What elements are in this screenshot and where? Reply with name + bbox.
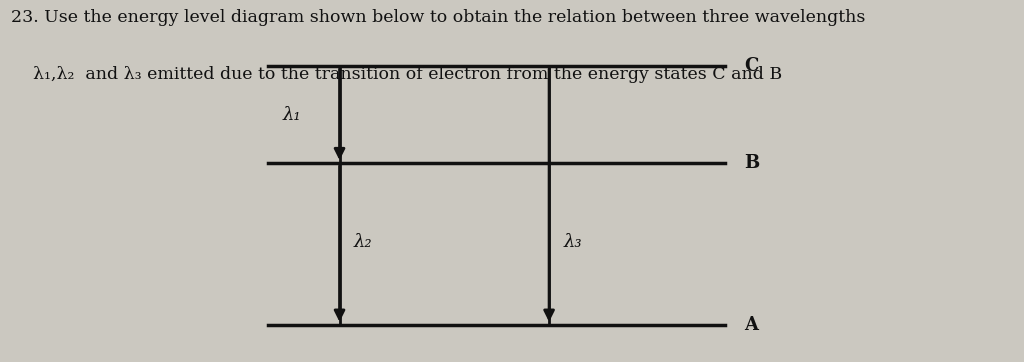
Text: 23. Use the energy level diagram shown below to obtain the relation between thre: 23. Use the energy level diagram shown b… — [11, 9, 865, 26]
Text: A: A — [744, 316, 759, 334]
Text: λ₁: λ₁ — [283, 106, 301, 123]
Text: λ₁,λ₂  and λ₃ emitted due to the transition of electron from the energy states C: λ₁,λ₂ and λ₃ emitted due to the transiti… — [11, 66, 782, 83]
Text: B: B — [744, 154, 760, 172]
Text: λ₂: λ₂ — [354, 233, 373, 251]
Text: C: C — [744, 57, 759, 75]
Text: λ₃: λ₃ — [563, 233, 583, 251]
